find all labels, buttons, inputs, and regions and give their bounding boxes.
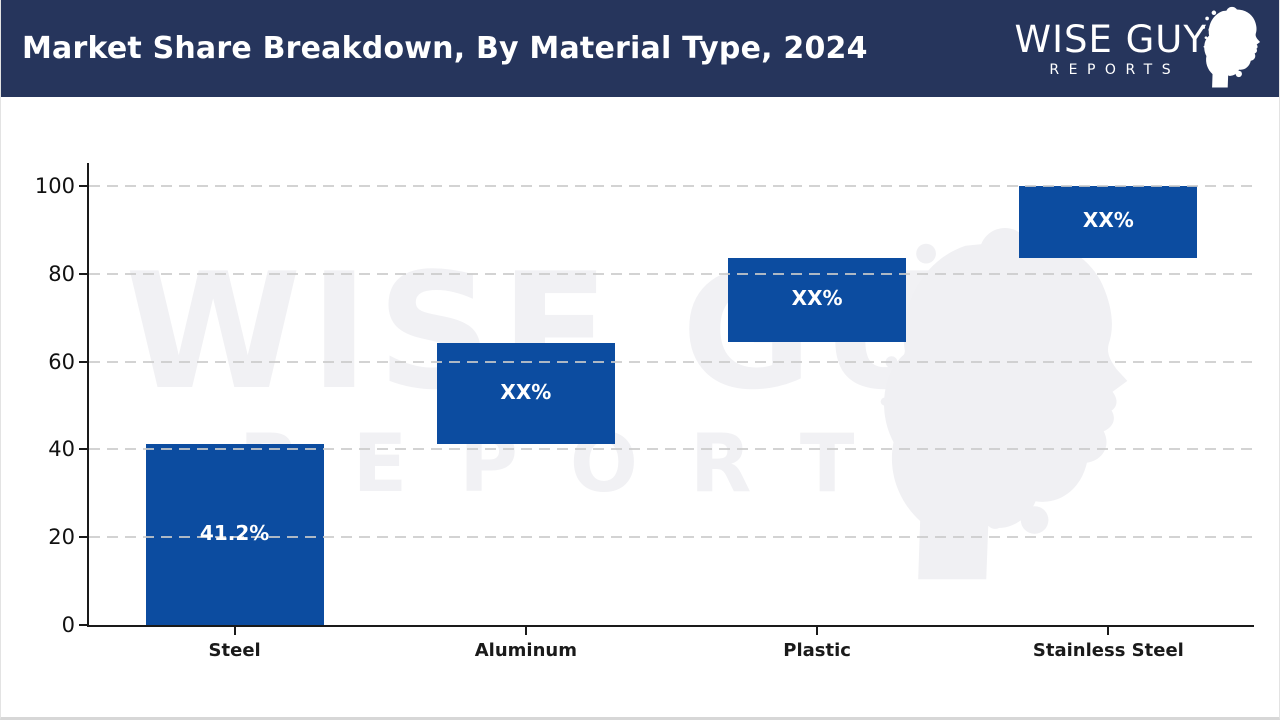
x-category-label-plastic: Plastic: [783, 640, 851, 661]
x-tick-mark: [524, 627, 527, 635]
y-tick-mark: [79, 360, 87, 363]
gridline-y-20: [89, 536, 1254, 539]
gridline-y-40: [89, 448, 1254, 451]
brand-logo: WISE GUY REPORTS: [1015, 6, 1267, 92]
page-title: Market Share Breakdown, By Material Type…: [22, 31, 868, 66]
bar-stainless-steel: [1019, 186, 1198, 258]
plot-area: 41.2% XX% XX% XX% 0 20 40 60 80 100 Steel Aluminum P…: [1, 97, 1279, 717]
gridline-y-100: [89, 185, 1254, 187]
y-tick-label: 0: [61, 613, 75, 637]
brand-logo-line2: REPORTS: [1049, 61, 1181, 78]
header-bar: Market Share Breakdown, By Material Type…: [1, 0, 1279, 97]
brand-logo-line1: WISE GUY: [1014, 18, 1207, 62]
bar-value-label-steel: 41.2%: [199, 520, 270, 545]
y-tick-mark: [79, 448, 87, 451]
y-tick-label: 20: [48, 525, 75, 550]
x-tick-mark: [816, 627, 819, 635]
y-tick-label: 100: [34, 174, 75, 198]
gridline-y-80: [89, 272, 1254, 275]
bar-value-label-aluminum: XX%: [500, 379, 552, 404]
bar-aluminum: [436, 343, 615, 445]
y-tick-label: 80: [48, 261, 75, 286]
y-tick-mark: [79, 272, 87, 275]
y-tick-label: 60: [48, 349, 75, 374]
gridline-y-60: [89, 360, 1254, 363]
x-axis-spine: [87, 625, 1254, 627]
x-tick-mark: [1107, 627, 1110, 635]
y-tick-mark: [79, 185, 87, 187]
bar-steel: [145, 444, 324, 625]
bar-plastic: [728, 257, 907, 342]
y-axis-spine: [87, 163, 89, 627]
bar-value-label-stainless-steel: XX%: [1082, 207, 1134, 232]
y-tick-label: 40: [48, 437, 75, 462]
brand-dotted-face-icon: [1202, 6, 1261, 88]
x-tick-mark: [233, 627, 236, 635]
brand-logo-text: WISE GUY REPORTS: [1014, 18, 1207, 78]
bar-value-label-plastic: XX%: [791, 285, 843, 310]
y-tick-mark: [79, 624, 87, 626]
x-category-label-stainless-steel: Stainless Steel: [1032, 640, 1184, 661]
x-category-label-steel: Steel: [208, 640, 261, 661]
x-category-label-aluminum: Aluminum: [474, 640, 577, 661]
y-tick-mark: [79, 536, 87, 539]
